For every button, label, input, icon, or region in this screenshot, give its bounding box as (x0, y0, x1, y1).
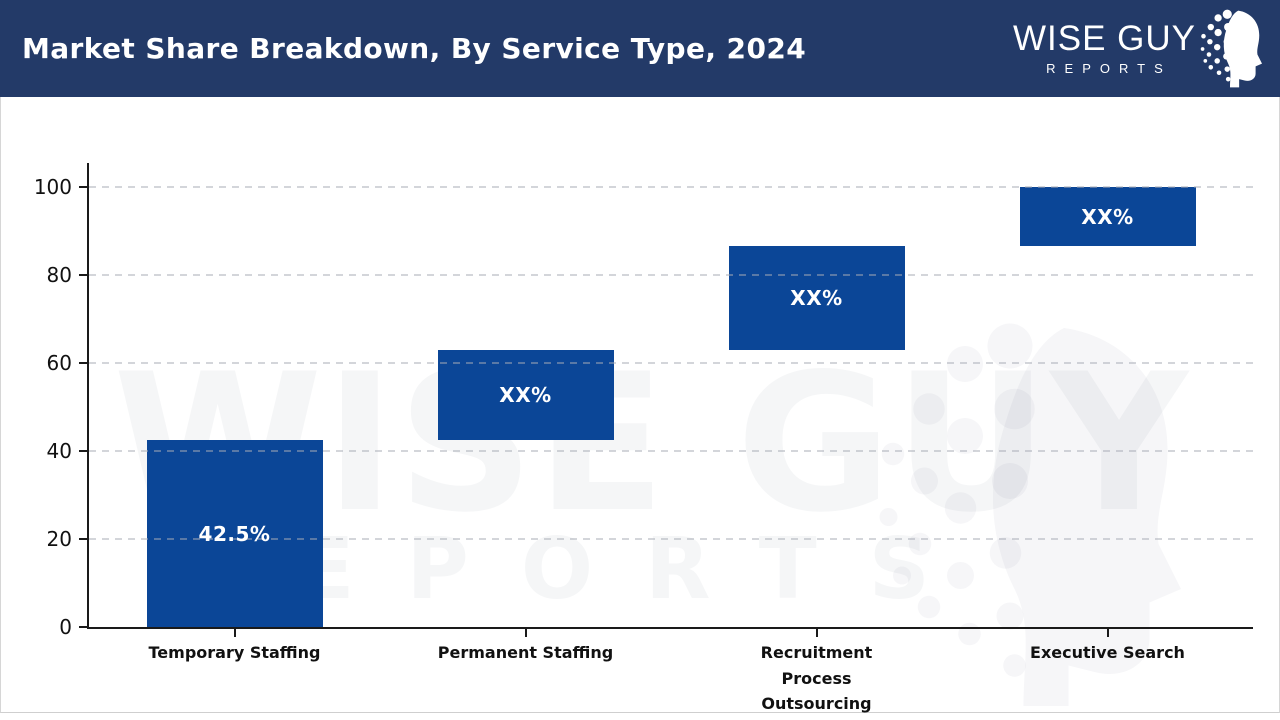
watermark-face (879, 323, 1181, 706)
brand-subtitle: REPORTS (1046, 61, 1172, 76)
bar-temporary-staffing (146, 440, 323, 627)
x-tick-temporary-staffing (233, 629, 236, 637)
gridline-60 (89, 362, 1253, 364)
bar-value-label-executive-search: XX% (1081, 204, 1134, 229)
category-label-executive-search: Executive Search (1030, 643, 1185, 662)
y-tick-80 (79, 274, 89, 276)
bar-value-label-temporary-staffing: 42.5% (198, 521, 271, 546)
y-tick-60 (79, 362, 89, 364)
y-tick-label-100: 100 (33, 175, 72, 199)
y-tick-label-0: 0 (59, 615, 72, 639)
y-tick-label-60: 60 (46, 351, 72, 375)
y-tick-0 (79, 626, 89, 628)
bar-permanent-staffing (437, 349, 614, 440)
y-tick-label-40: 40 (46, 439, 72, 463)
gridline-40 (89, 450, 1253, 452)
bar-recruitment-process-outsourcing (728, 246, 905, 350)
bar-value-label-permanent-staffing: XX% (499, 382, 552, 407)
y-tick-label-80: 80 (46, 263, 72, 287)
gridline-80 (89, 274, 1253, 276)
y-tick-20 (79, 538, 89, 540)
y-tick-40 (79, 450, 89, 452)
bar-value-label-recruitment-process-outsourcing: XX% (790, 286, 843, 311)
y-tick-label-20: 20 (46, 527, 72, 551)
x-tick-executive-search (1106, 629, 1109, 637)
x-axis-line (87, 627, 1253, 629)
brand-logo: WISE GUY REPORTS (1013, 8, 1262, 90)
gridline-100 (89, 186, 1253, 188)
bar-executive-search (1019, 187, 1196, 247)
category-label-recruitment-process-outsourcing: Recruitment Process Outsourcing (760, 643, 873, 714)
brand-face-icon (1200, 9, 1262, 87)
y-tick-100 (79, 186, 89, 188)
category-label-permanent-staffing: Permanent Staffing (437, 643, 614, 662)
header: Market Share Breakdown, By Service Type,… (0, 0, 1280, 97)
x-tick-permanent-staffing (524, 629, 527, 637)
brand-name: WISE GUY (1012, 19, 1196, 58)
y-axis-line (87, 163, 89, 629)
x-tick-recruitment-process-outsourcing (815, 629, 818, 637)
page-title: Market Share Breakdown, By Service Type,… (22, 32, 807, 65)
brand-wordmark: WISE GUY REPORTS (1013, 21, 1196, 76)
category-label-temporary-staffing: Temporary Staffing (148, 643, 321, 662)
gridline-20 (89, 538, 1253, 540)
